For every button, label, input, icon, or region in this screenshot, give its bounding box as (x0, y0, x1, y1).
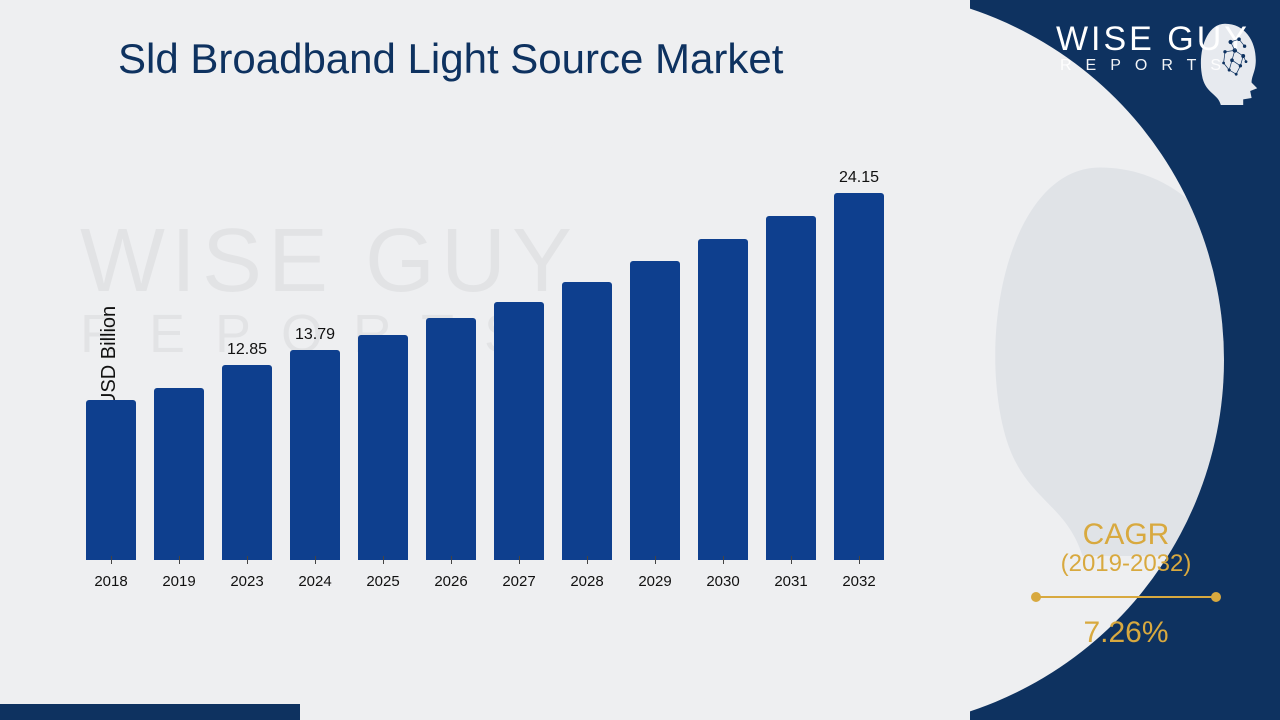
axis-tick (179, 556, 180, 564)
cagr-period: (2019-2032) (1016, 550, 1236, 578)
axis-tick (791, 556, 792, 564)
bar (562, 282, 612, 560)
x-tick-label: 2023 (222, 573, 272, 590)
x-tick-label: 2029 (630, 573, 680, 590)
bar-wrap (494, 302, 544, 560)
bar-wrap (698, 239, 748, 560)
footer-accent-bar (0, 704, 300, 720)
stage: WISE GUY REPORTS Sld Broadband Light Sou… (0, 0, 1280, 720)
x-tick-label: 2024 (290, 573, 340, 590)
bar-wrap: 12.85 (222, 365, 272, 560)
cagr-divider (1036, 596, 1216, 598)
x-tick-label: 2028 (562, 573, 612, 590)
bar (630, 261, 680, 560)
x-tick-label: 2030 (698, 573, 748, 590)
logo-head-icon (1190, 18, 1260, 108)
bar (290, 350, 340, 560)
x-tick-label: 2025 (358, 573, 408, 590)
chart-area: Market Value in USD Billion 12.8513.7924… (60, 170, 900, 590)
x-axis-labels: 2018 2019 2023 2024 2025 2026 2027 2028 2029 2030… (86, 573, 900, 590)
cagr-box: CAGR (2019-2032) 7.26% (1016, 518, 1236, 650)
cagr-label: CAGR (1016, 518, 1236, 552)
bar-wrap: 24.15 (834, 193, 884, 560)
axis-tick (315, 556, 316, 564)
bars-container: 12.85 13.79 24.15 (86, 180, 900, 560)
x-tick-label: 2026 (426, 573, 476, 590)
bar (426, 318, 476, 560)
bar-wrap (426, 318, 476, 560)
bar (698, 239, 748, 560)
bar (154, 388, 204, 560)
bar-wrap (766, 216, 816, 560)
bar-wrap (562, 282, 612, 560)
axis-tick (383, 556, 384, 564)
bar (222, 365, 272, 560)
axis-tick (519, 556, 520, 564)
x-tick-label: 2019 (154, 573, 204, 590)
bar-wrap (154, 388, 204, 560)
axis-tick (451, 556, 452, 564)
bar (86, 400, 136, 560)
axis-tick (247, 556, 248, 564)
bar-value-label: 13.79 (275, 326, 355, 344)
head-silhouette-watermark (920, 150, 1280, 570)
axis-tick (723, 556, 724, 564)
bar-wrap (630, 261, 680, 560)
axis-tick (655, 556, 656, 564)
x-tick-label: 2031 (766, 573, 816, 590)
x-tick-label: 2018 (86, 573, 136, 590)
x-tick-label: 2027 (494, 573, 544, 590)
bar (494, 302, 544, 560)
axis-tick (859, 556, 860, 564)
bar (766, 216, 816, 560)
axis-tick (587, 556, 588, 564)
axis-tick (111, 556, 112, 564)
x-tick-label: 2032 (834, 573, 884, 590)
bar (358, 335, 408, 560)
cagr-value: 7.26% (1016, 616, 1236, 650)
bar-wrap: 13.79 (290, 350, 340, 560)
chart-title: Sld Broadband Light Source Market (118, 35, 783, 83)
bar-wrap (358, 335, 408, 560)
bar-value-label: 24.15 (819, 169, 899, 187)
bar-wrap (86, 400, 136, 560)
bar (834, 193, 884, 560)
